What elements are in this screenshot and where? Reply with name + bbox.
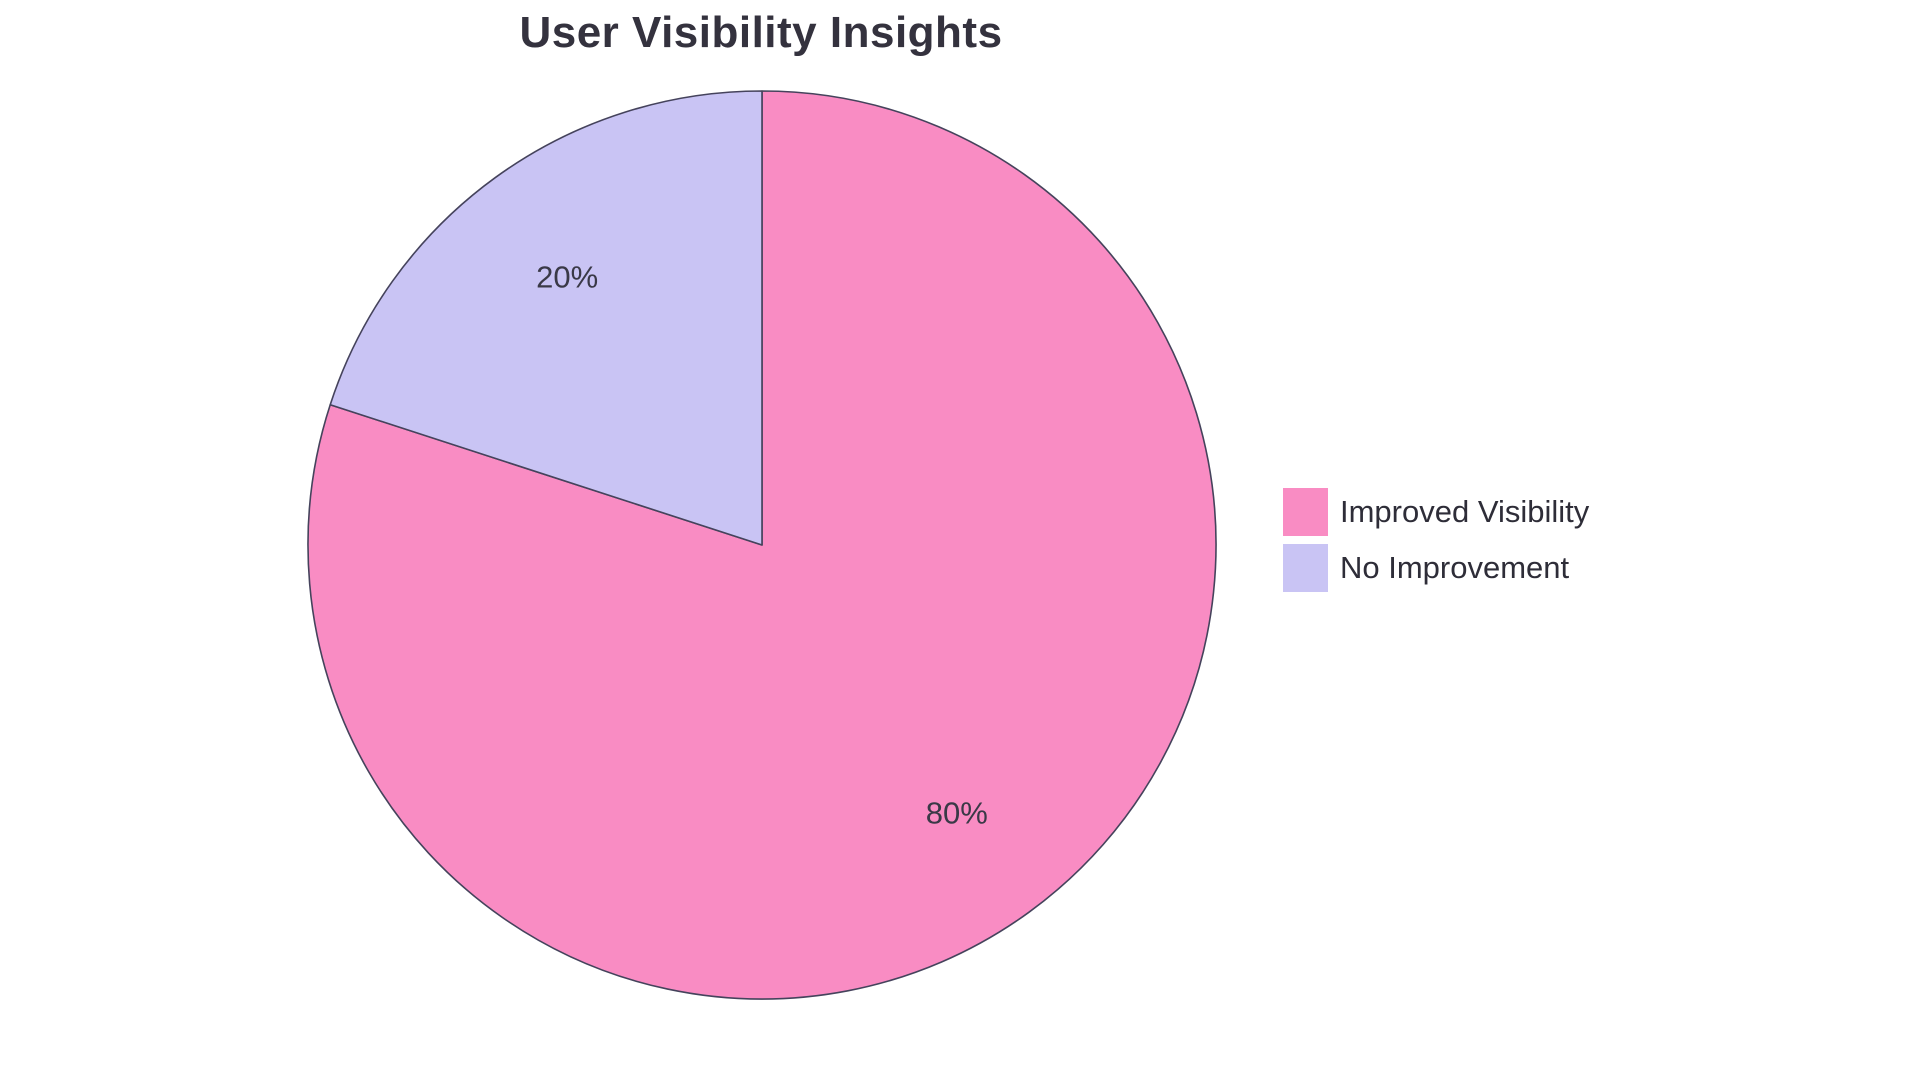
chart-title: User Visibility Insights xyxy=(519,8,1003,57)
pie-slice-label: 20% xyxy=(536,259,598,294)
legend-item-improved-visibility: Improved Visibility xyxy=(1283,488,1589,536)
legend-label: Improved Visibility xyxy=(1340,494,1590,529)
legend-swatch xyxy=(1283,544,1328,592)
legend-item-no-improvement: No Improvement xyxy=(1283,544,1589,592)
pie-slice-improved-visibility xyxy=(307,90,1217,1000)
pie-slice-no-improvement xyxy=(329,90,763,546)
legend-label: No Improvement xyxy=(1340,550,1570,585)
legend-swatch xyxy=(1283,488,1328,536)
pie-slice-label: 80% xyxy=(926,796,988,831)
chart-legend: Improved Visibility No Improvement xyxy=(1283,488,1589,592)
